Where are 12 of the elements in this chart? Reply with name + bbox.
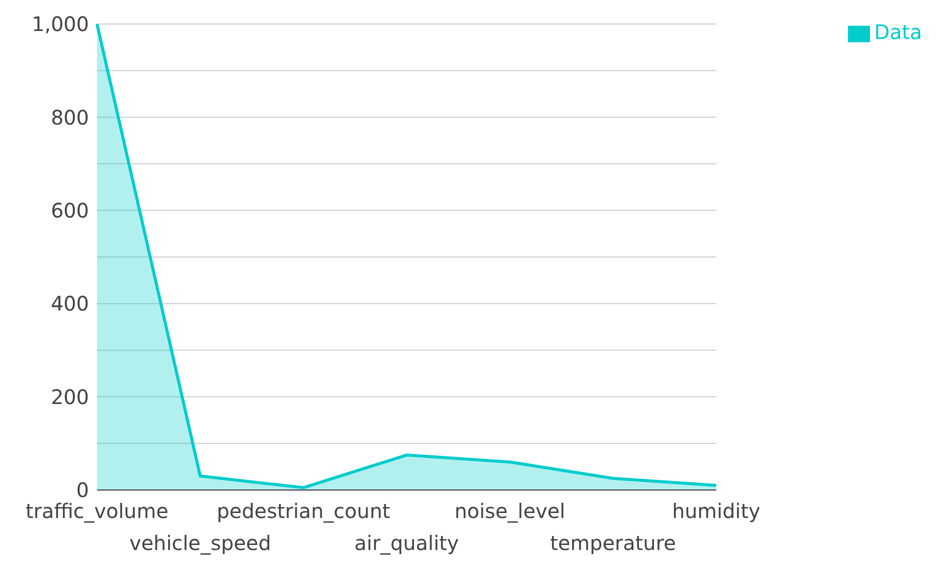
x-tick-label: temperature [550, 531, 676, 555]
y-tick-label: 400 [50, 292, 89, 316]
x-tick-label: air_quality [354, 531, 460, 555]
y-tick-label: 800 [50, 105, 89, 130]
y-tick-label: 200 [50, 384, 89, 409]
y-tick-label: 600 [50, 198, 89, 222]
x-tick-label: vehicle_speed [129, 531, 272, 555]
legend-label: Data [874, 20, 922, 44]
x-tick-label: pedestrian_count [216, 499, 390, 523]
x-tick-label: noise_level [454, 499, 566, 523]
y-tick-label: 1,000 [32, 12, 89, 36]
x-tick-label: humidity [672, 499, 761, 523]
